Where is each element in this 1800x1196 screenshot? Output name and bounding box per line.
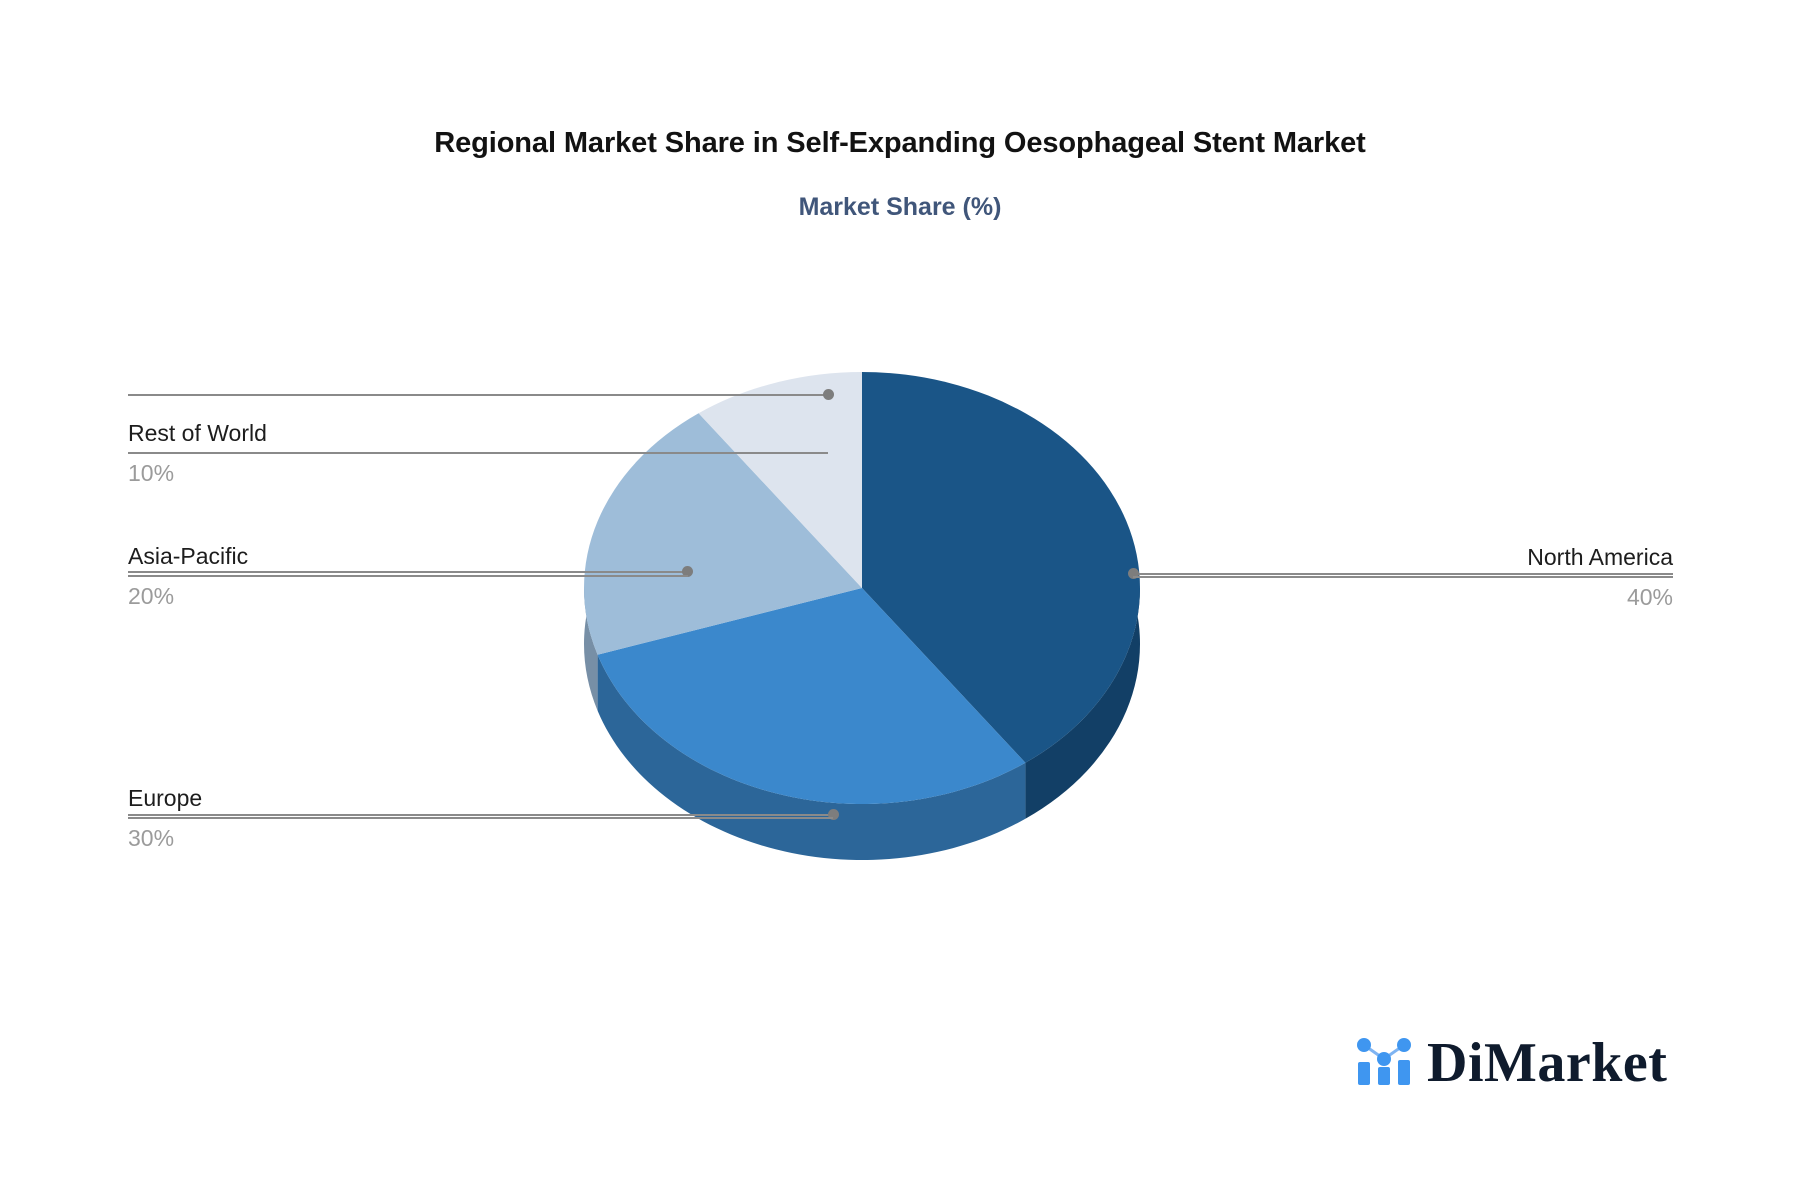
callout-label-rest-of-world: Rest of World <box>128 420 267 446</box>
pie-chart <box>575 370 1225 915</box>
callout-value-asia-pacific: 20% <box>128 583 175 609</box>
pie-slice-asia-pacific[interactable] <box>584 413 862 655</box>
brand-logo: DiMarket <box>1355 1032 1667 1093</box>
pie-slice-europe[interactable] <box>597 588 1026 804</box>
leader-line-north-america <box>1133 573 1673 575</box>
leader-dot-asia-pacific <box>682 566 693 577</box>
pie-slice-depth-europe <box>597 654 1026 860</box>
brand-name: DiMarket <box>1427 1031 1668 1094</box>
chart-subtitle: Market Share (%) <box>798 193 1002 221</box>
leader-line-europe <box>128 814 833 816</box>
callout-label-europe: Europe <box>128 785 203 811</box>
pie-slice-north-america[interactable] <box>862 372 1140 763</box>
pie-slice-rest-of-world[interactable] <box>698 372 862 588</box>
callout-label-asia-pacific: Asia-Pacific <box>128 543 249 569</box>
callout-value-europe: 30% <box>128 825 175 851</box>
leader-line-rest-of-world <box>128 394 828 396</box>
callout-asia-pacific: Asia-Pacific 20% <box>128 541 688 613</box>
callout-value-rest-of-world: 10% <box>128 460 175 486</box>
pie-chart-svg <box>584 372 1140 860</box>
callout-value-north-america: 40% <box>1626 584 1673 610</box>
callout-rule-europe <box>128 817 833 819</box>
leader-line-asia-pacific <box>128 571 688 573</box>
callout-rule-north-america <box>1133 576 1673 578</box>
page-title: Regional Market Share in Self-Expanding … <box>434 127 1366 159</box>
pie-slice-depth-north-america <box>1025 588 1140 819</box>
callout-rule-rest-of-world <box>128 452 828 454</box>
bar-chart-logo-icon <box>1355 1032 1413 1093</box>
pie-depth-layer <box>584 588 1140 860</box>
callout-label-north-america: North America <box>1527 544 1673 570</box>
leader-dot-europe <box>828 809 839 820</box>
pie-slice-depth-asia-pacific <box>584 588 598 711</box>
leader-dot-rest-of-world <box>823 389 834 400</box>
callout-europe: Europe 30% <box>128 783 833 855</box>
pie-slices-layer <box>584 372 1140 804</box>
callout-rule-asia-pacific <box>128 575 688 577</box>
callout-north-america: North America 40% <box>1133 542 1673 614</box>
callout-rest-of-world: Rest of World 10% <box>128 418 828 490</box>
leader-dot-north-america <box>1128 568 1139 579</box>
